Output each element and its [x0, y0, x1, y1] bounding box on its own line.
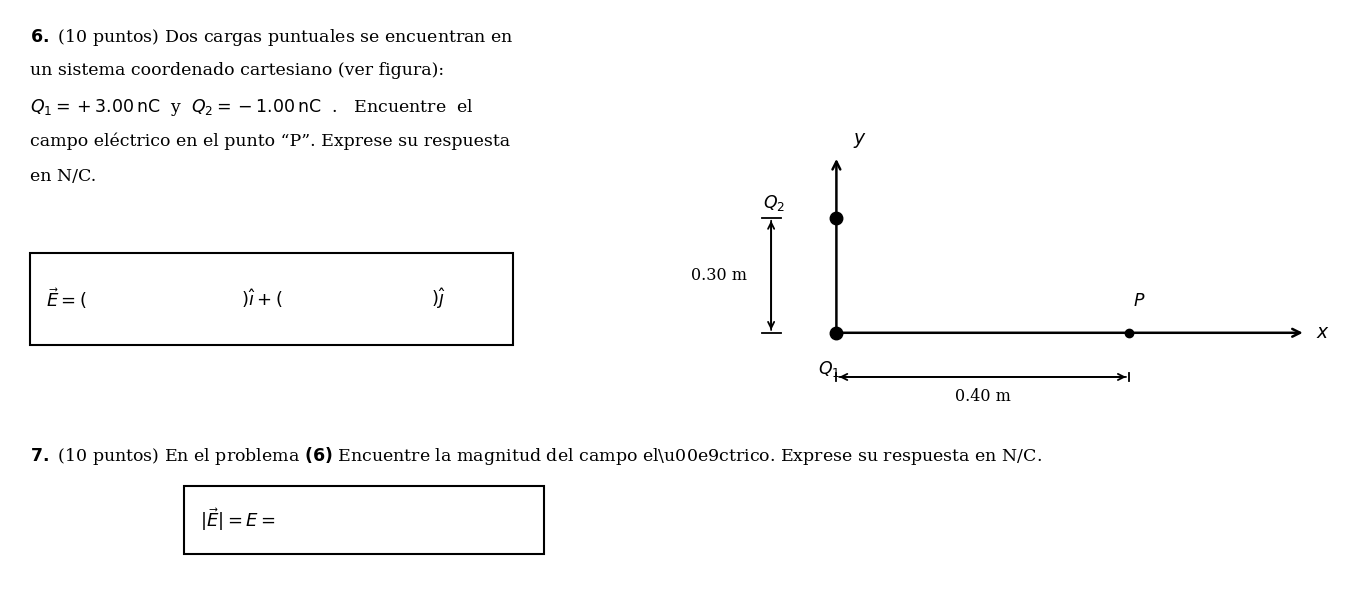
Bar [30, 253, 513, 345]
Text: 0.30 m: 0.30 m [691, 267, 747, 284]
Text: $\mathbf{7.}$ (10 puntos) En el problema $\mathbf{(6)}$ Encuentre la magnitud de: $\mathbf{7.}$ (10 puntos) En el problema… [30, 445, 1042, 466]
Text: $)\hat{\jmath}$: $)\hat{\jmath}$ [431, 286, 446, 312]
Text: $Q_2$: $Q_2$ [763, 193, 785, 213]
Text: en N/C.: en N/C. [30, 168, 97, 185]
Text: un sistema coordenado cartesiano (ver figura):: un sistema coordenado cartesiano (ver fi… [30, 62, 445, 79]
Text: $P$: $P$ [1133, 293, 1145, 310]
Bar [184, 486, 544, 554]
Text: $Q_1$: $Q_1$ [819, 359, 840, 379]
Text: campo eléctrico en el punto “P”. Exprese su respuesta: campo eléctrico en el punto “P”. Exprese… [30, 133, 510, 150]
Text: $\mathbf{6.}$ (10 puntos) Dos cargas puntuales se encuentran en: $\mathbf{6.}$ (10 puntos) Dos cargas pun… [30, 27, 514, 48]
Text: $)\hat{\imath} + ($: $)\hat{\imath} + ($ [241, 287, 283, 310]
Text: $\vec{E} = ($: $\vec{E} = ($ [46, 286, 87, 312]
Text: 0.40 m: 0.40 m [955, 388, 1010, 405]
Text: $y$: $y$ [853, 131, 866, 150]
Text: $x$: $x$ [1316, 324, 1330, 342]
Text: $|\vec{E}| = E =$: $|\vec{E}| = E =$ [200, 507, 276, 533]
Text: $Q_1 = +3.00\,\mathrm{nC}$  y  $Q_2 = -1.00\,\mathrm{nC}$  .   Encuentre  el: $Q_1 = +3.00\,\mathrm{nC}$ y $Q_2 = -1.0… [30, 97, 473, 118]
